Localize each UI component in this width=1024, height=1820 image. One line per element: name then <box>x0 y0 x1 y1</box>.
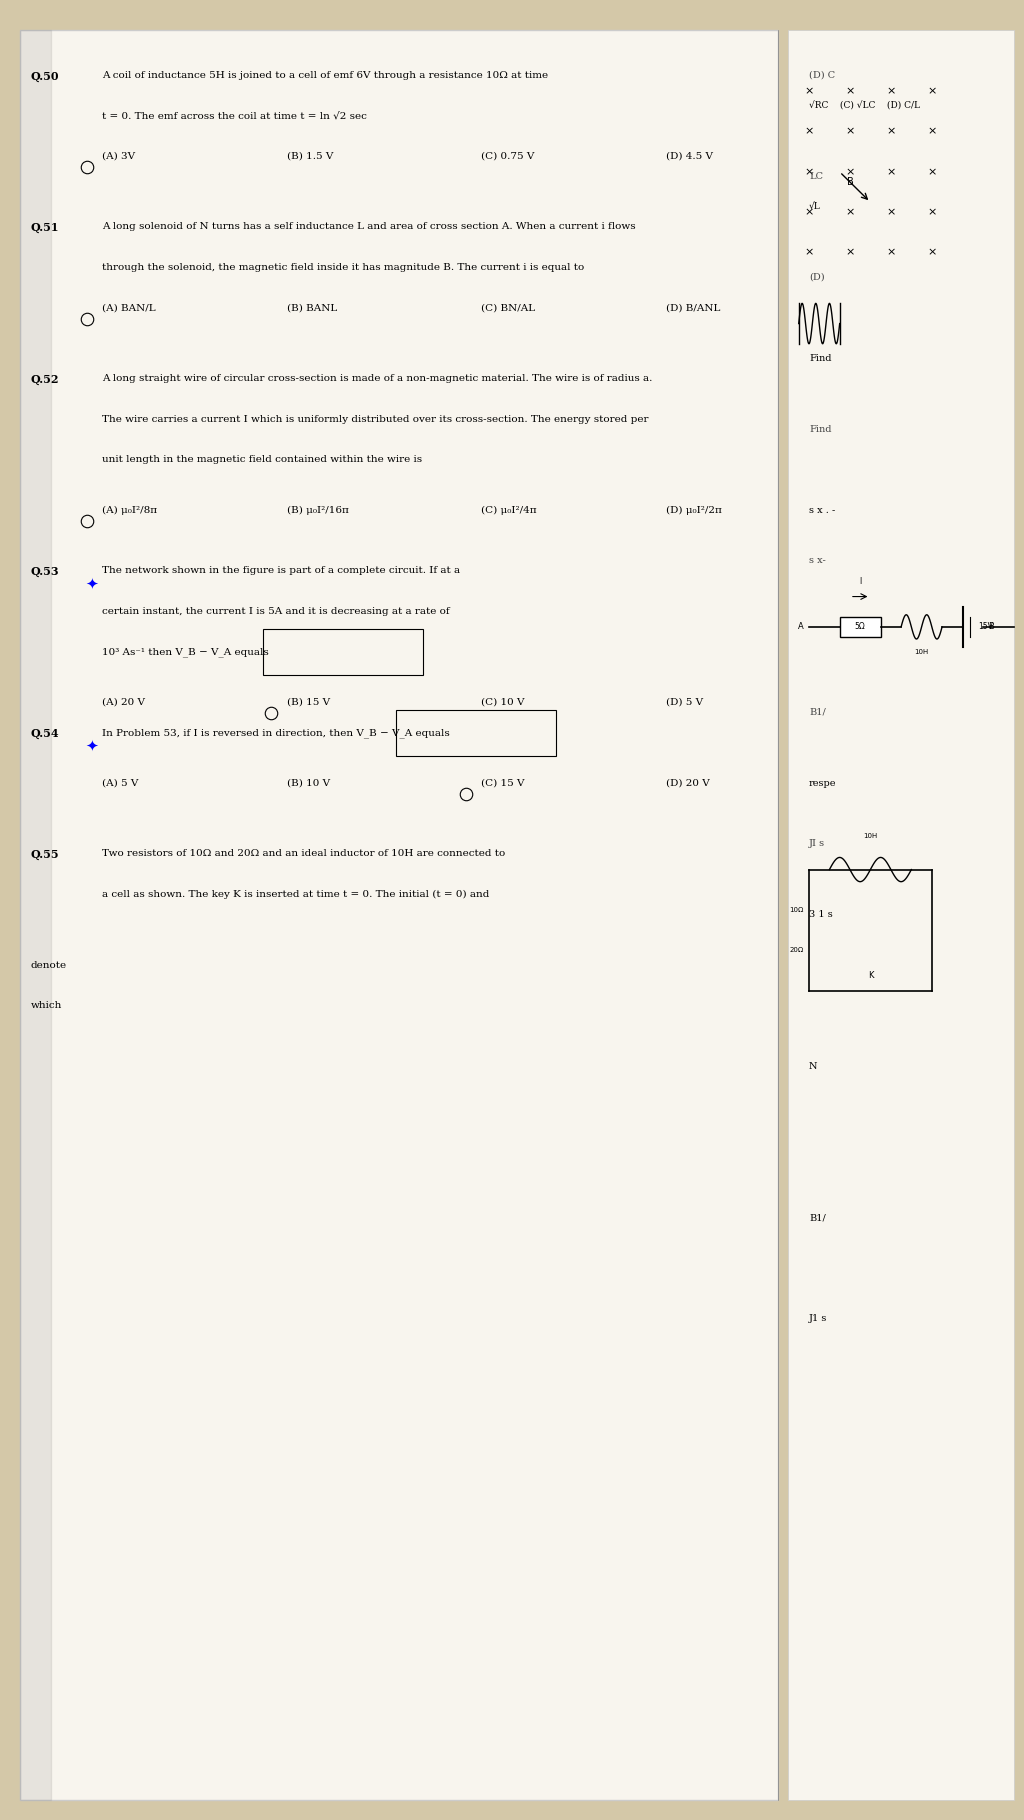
Text: 10H: 10H <box>863 834 878 839</box>
Text: 10H: 10H <box>914 650 929 655</box>
Text: N: N <box>809 1061 817 1070</box>
Text: (C) BN/AL: (C) BN/AL <box>481 304 536 313</box>
Text: ×: × <box>886 86 896 96</box>
Text: ×: × <box>845 126 855 136</box>
Text: (D) C: (D) C <box>809 71 836 80</box>
Text: (A) μ₀I²/8π: (A) μ₀I²/8π <box>102 506 158 515</box>
Text: s x . -: s x . - <box>809 506 836 515</box>
Text: (A) 20 V: (A) 20 V <box>102 697 145 706</box>
Text: (B) 10 V: (B) 10 V <box>287 779 330 788</box>
Text: ×: × <box>886 126 896 136</box>
Text: Q.50: Q.50 <box>31 71 59 82</box>
Text: 3 1 s: 3 1 s <box>809 910 833 919</box>
Text: B: B <box>847 177 853 187</box>
Text: (D) B/ANL: (D) B/ANL <box>666 304 720 313</box>
FancyBboxPatch shape <box>788 31 1014 1800</box>
Text: 15V: 15V <box>978 622 993 632</box>
Text: LC: LC <box>809 171 823 180</box>
Text: (A) BAN/L: (A) BAN/L <box>102 304 156 313</box>
Text: Q.52: Q.52 <box>31 375 59 386</box>
Text: (A) 3V: (A) 3V <box>102 151 135 160</box>
Text: Find: Find <box>809 424 831 433</box>
Text: ×: × <box>886 207 896 217</box>
Text: (C) 15 V: (C) 15 V <box>481 779 524 788</box>
Text: Q.53: Q.53 <box>31 566 59 577</box>
Text: (D) 5 V: (D) 5 V <box>666 697 702 706</box>
FancyBboxPatch shape <box>840 617 881 637</box>
Text: ×: × <box>804 86 814 96</box>
Text: (D) μ₀I²/2π: (D) μ₀I²/2π <box>666 506 722 515</box>
Text: ×: × <box>845 167 855 177</box>
Text: B1/: B1/ <box>809 1214 825 1223</box>
Text: (D) 4.5 V: (D) 4.5 V <box>666 151 713 160</box>
Text: t = 0. The emf across the coil at time t = ln √2 sec: t = 0. The emf across the coil at time t… <box>102 111 368 120</box>
Text: (C) μ₀I²/4π: (C) μ₀I²/4π <box>481 506 537 515</box>
Text: ×: × <box>804 248 814 258</box>
Text: ×: × <box>886 167 896 177</box>
Text: ×: × <box>927 207 937 217</box>
Text: denote: denote <box>31 961 67 970</box>
Text: ×: × <box>845 86 855 96</box>
Text: ×: × <box>927 86 937 96</box>
Text: A: A <box>798 622 804 632</box>
Text: ×: × <box>804 167 814 177</box>
Text: ×: × <box>927 167 937 177</box>
Text: a cell as shown. The key K is inserted at time t = 0. The initial (t = 0) and: a cell as shown. The key K is inserted a… <box>102 890 489 899</box>
Text: JI s: JI s <box>809 839 825 848</box>
Text: 5Ω: 5Ω <box>855 622 865 632</box>
Text: The wire carries a current I which is uniformly distributed over its cross-secti: The wire carries a current I which is un… <box>102 415 649 424</box>
Text: The network shown in the figure is part of a complete circuit. If at a: The network shown in the figure is part … <box>102 566 461 575</box>
Text: Q.54: Q.54 <box>31 728 59 739</box>
Text: (B) μ₀I²/16π: (B) μ₀I²/16π <box>287 506 348 515</box>
Text: 10Ω: 10Ω <box>790 906 804 914</box>
Text: ×: × <box>845 248 855 258</box>
Text: Two resistors of 10Ω and 20Ω and an ideal inductor of 10H are connected to: Two resistors of 10Ω and 20Ω and an idea… <box>102 850 506 859</box>
Text: (D): (D) <box>809 273 824 282</box>
Text: ✦: ✦ <box>86 577 98 592</box>
Text: (D) 20 V: (D) 20 V <box>666 779 710 788</box>
Text: B: B <box>988 622 994 632</box>
Text: (C) 10 V: (C) 10 V <box>481 697 524 706</box>
Text: which: which <box>31 1001 62 1010</box>
Text: B1/: B1/ <box>809 708 825 717</box>
Text: ×: × <box>804 207 814 217</box>
FancyBboxPatch shape <box>20 31 778 1800</box>
Text: respe: respe <box>809 779 837 788</box>
Text: certain instant, the current I is 5A and it is decreasing at a rate of: certain instant, the current I is 5A and… <box>102 606 450 615</box>
Text: A coil of inductance 5H is joined to a cell of emf 6V through a resistance 10Ω a: A coil of inductance 5H is joined to a c… <box>102 71 549 80</box>
Text: Q.51: Q.51 <box>31 222 59 233</box>
Text: K: K <box>867 972 873 981</box>
Text: (B) BANL: (B) BANL <box>287 304 337 313</box>
Text: (C) 0.75 V: (C) 0.75 V <box>481 151 535 160</box>
Text: A long solenoid of N turns has a self inductance L and area of cross section A. : A long solenoid of N turns has a self in… <box>102 222 636 231</box>
Text: (B) 1.5 V: (B) 1.5 V <box>287 151 333 160</box>
Text: Q.55: Q.55 <box>31 850 59 861</box>
Text: 20Ω: 20Ω <box>790 948 804 954</box>
Text: (B) 15 V: (B) 15 V <box>287 697 330 706</box>
Text: ×: × <box>845 207 855 217</box>
Text: ✦: ✦ <box>86 739 98 753</box>
Text: ×: × <box>804 126 814 136</box>
Text: (A) 5 V: (A) 5 V <box>102 779 139 788</box>
Text: ×: × <box>927 248 937 258</box>
Text: unit length in the magnetic field contained within the wire is: unit length in the magnetic field contai… <box>102 455 423 464</box>
Text: through the solenoid, the magnetic field inside it has magnitude B. The current : through the solenoid, the magnetic field… <box>102 262 585 271</box>
Text: Find: Find <box>809 353 831 362</box>
Text: √RC    (C) √LC    (D) C/L: √RC (C) √LC (D) C/L <box>809 102 920 111</box>
Text: 10³ As⁻¹ then V_B − V_A equals: 10³ As⁻¹ then V_B − V_A equals <box>102 648 269 657</box>
Text: ×: × <box>886 248 896 258</box>
Text: A long straight wire of circular cross-section is made of a non-magnetic materia: A long straight wire of circular cross-s… <box>102 375 652 384</box>
Text: ×: × <box>927 126 937 136</box>
Text: I: I <box>859 577 861 586</box>
Text: J1 s: J1 s <box>809 1314 827 1323</box>
Text: √L: √L <box>809 202 820 211</box>
Text: In Problem 53, if I is reversed in direction, then V_B − V_A equals: In Problem 53, if I is reversed in direc… <box>102 728 451 737</box>
Text: s x-: s x- <box>809 557 825 566</box>
